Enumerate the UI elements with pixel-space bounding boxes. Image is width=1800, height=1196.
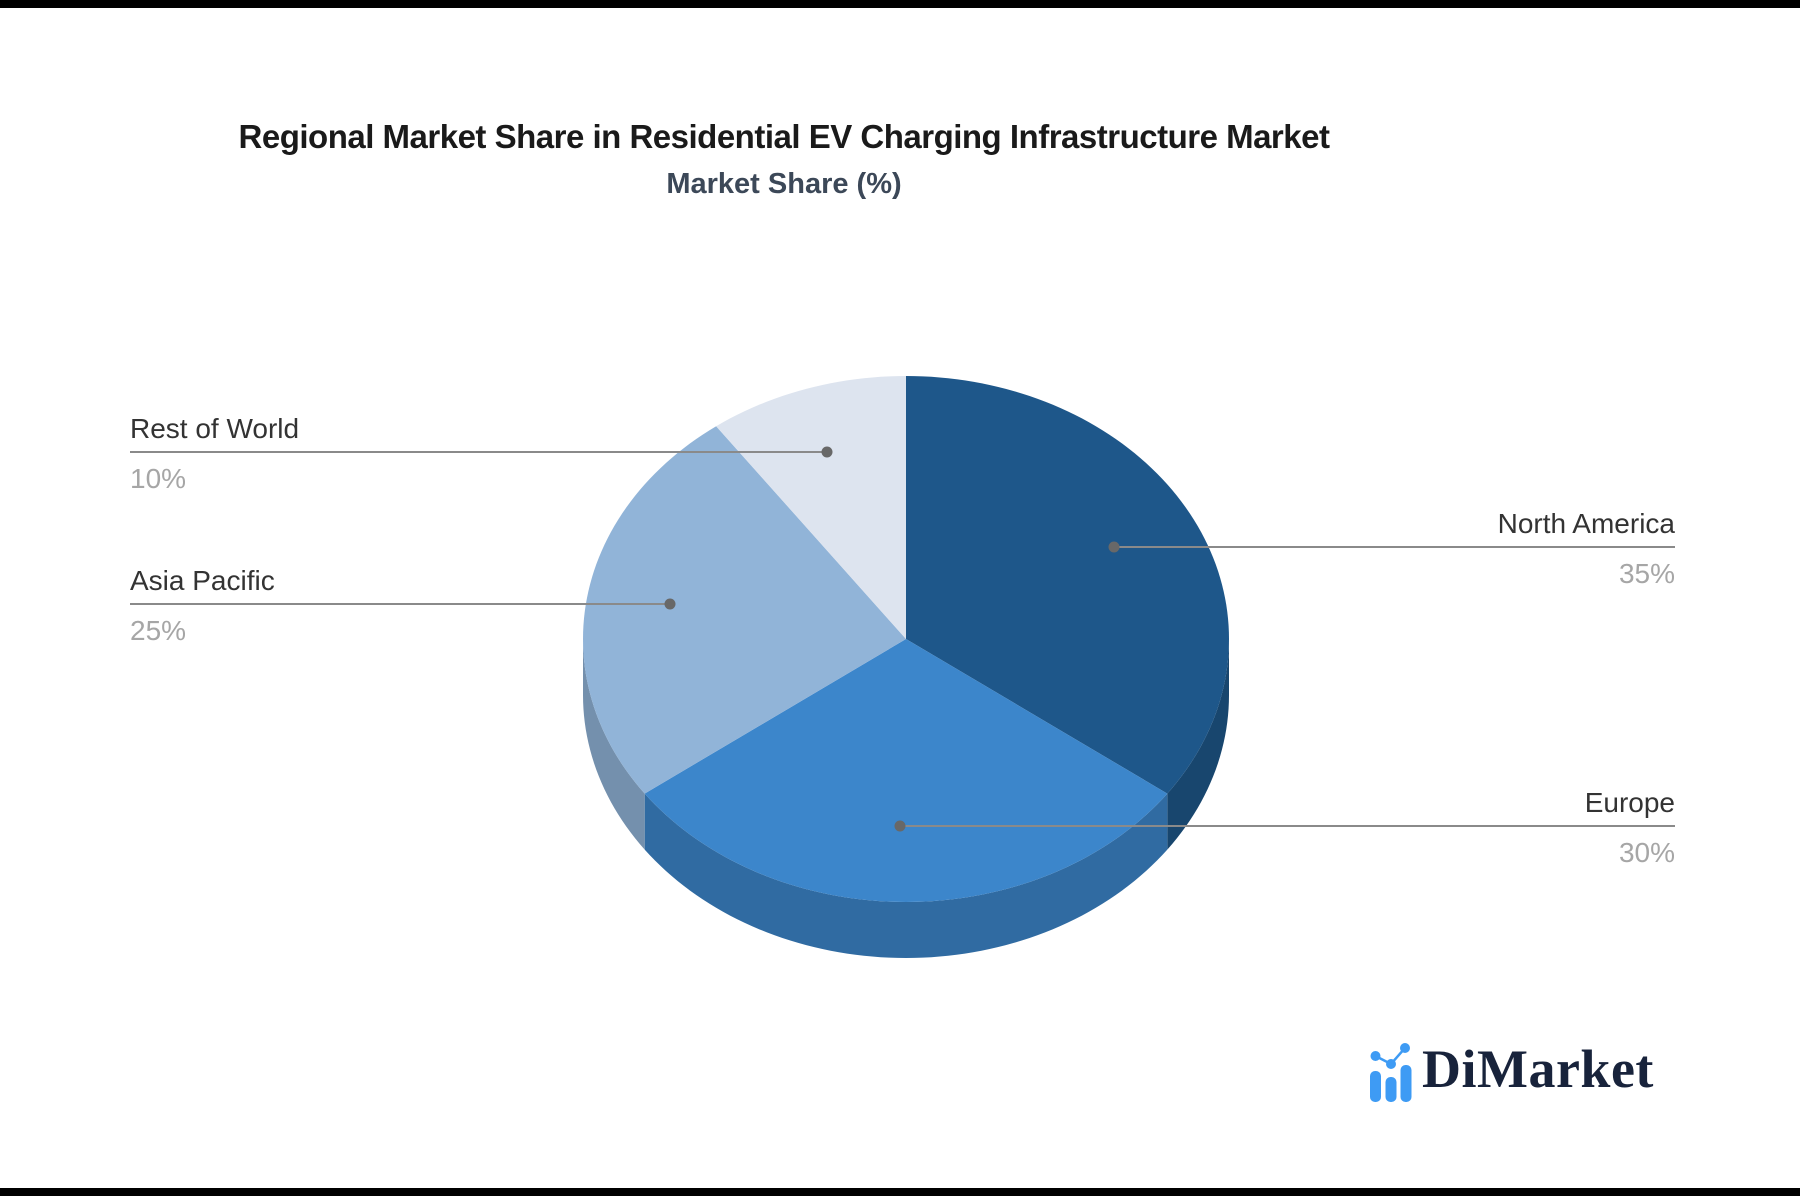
leader-dot <box>664 598 676 610</box>
pie-slice-label: Asia Pacific <box>130 565 275 596</box>
pie-slice-side-north-america[interactable] <box>1167 639 1229 850</box>
chart-subtitle: Market Share (%) <box>666 168 902 200</box>
pie-slice-side-europe[interactable] <box>644 793 1168 958</box>
pie-slice-value: 35% <box>1618 558 1675 589</box>
pie-slice-label: North America <box>1497 508 1675 539</box>
logo-wordmark: DiMarket <box>1422 1039 1654 1099</box>
pie-slice-europe[interactable] <box>644 639 1168 902</box>
pie-slice-rest-of-world[interactable] <box>716 376 906 639</box>
pie-slice-value: 30% <box>1618 837 1675 868</box>
leader-dot <box>1108 541 1120 553</box>
bar-line-chart-icon <box>1370 1043 1412 1102</box>
dimarket-logo: DiMarket <box>1360 1036 1690 1116</box>
leader-dot <box>894 820 906 832</box>
pie-slice-north-america[interactable] <box>906 376 1229 794</box>
chart-title: Regional Market Share in Residential EV … <box>238 118 1330 155</box>
pie-slice-value: 25% <box>130 615 187 646</box>
screenshot-top-edge <box>0 0 1800 8</box>
pie-slice-side-asia-pacific[interactable] <box>583 639 645 850</box>
leader-dot <box>821 446 833 458</box>
pie-slice-label: Rest of World <box>130 413 300 444</box>
pie-slice-asia-pacific[interactable] <box>583 426 906 794</box>
pie-slice-label: Europe <box>1584 787 1675 818</box>
screenshot-bottom-edge <box>0 1188 1800 1196</box>
pie-slice-value: 10% <box>130 463 187 494</box>
